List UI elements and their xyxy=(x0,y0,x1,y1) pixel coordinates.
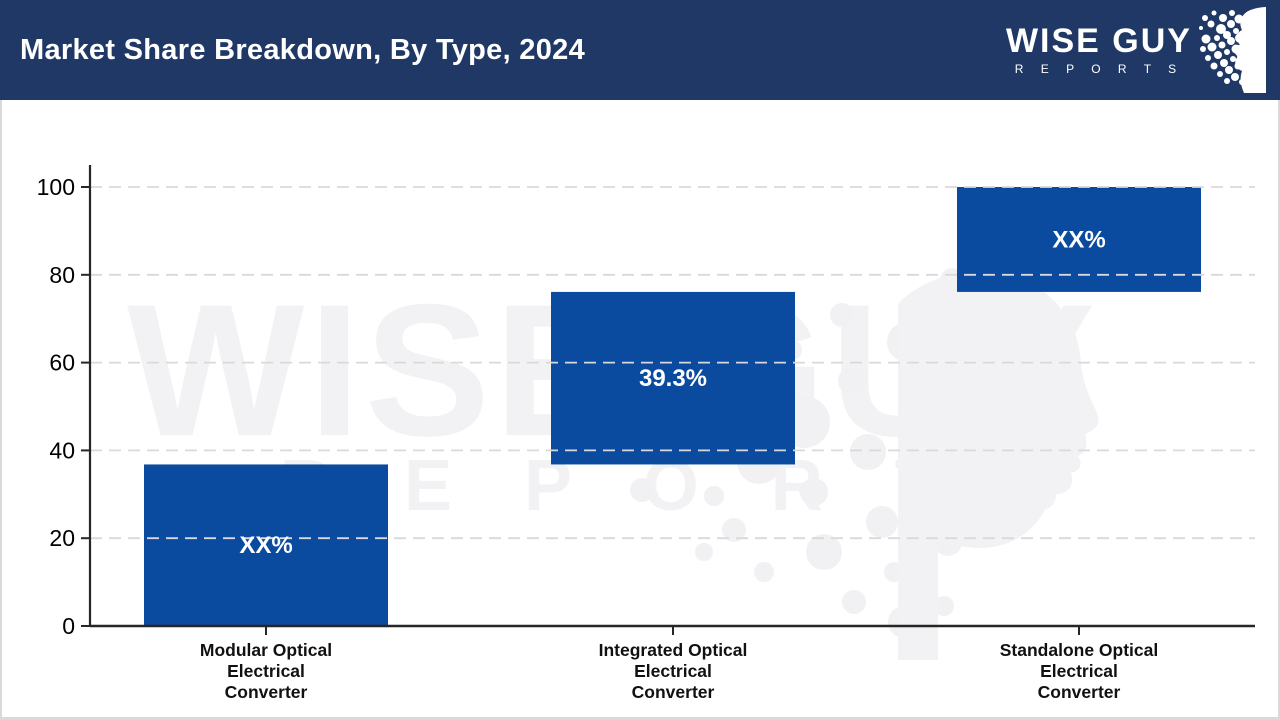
bar-segment xyxy=(551,291,795,465)
y-tick-label: 0 xyxy=(62,613,75,639)
y-tick-label: 60 xyxy=(49,350,75,376)
y-tick-label: 40 xyxy=(49,437,75,463)
bar-value-label: XX% xyxy=(239,532,292,559)
bar-value-label: XX% xyxy=(1052,226,1105,253)
y-tick-label: 20 xyxy=(49,525,75,551)
chart-panel: WISE GUY R E P O R T S 0 20 40 60 80 100 Modul… xyxy=(0,100,1280,720)
market-share-bar-chart: 0 20 40 60 80 100 Modular Optical Electrical Con… xyxy=(37,165,1255,702)
header-bar: Market Share Breakdown, By Type, 2024 WI… xyxy=(0,0,1280,100)
logo-face-icon xyxy=(1199,7,1266,93)
watermark-face-silhouette xyxy=(898,271,1099,660)
logo-tagline-text: R E P O R T S xyxy=(1014,62,1184,76)
bar-segment xyxy=(144,464,388,626)
category-label: Modular Optical Electrical Converter xyxy=(200,640,332,702)
y-tick-label: 100 xyxy=(37,174,75,200)
logo-brand-text: WISE GUY xyxy=(1005,22,1192,60)
category-label: Standalone Optical Electrical Converter xyxy=(1000,640,1159,702)
page-title: Market Share Breakdown, By Type, 2024 xyxy=(20,33,586,66)
y-tick-label: 80 xyxy=(49,262,75,288)
logo-text: WISE GUY R E P O R T S xyxy=(1006,24,1192,76)
category-label: Integrated Optical Electrical Converter xyxy=(599,640,748,702)
wiseguy-logo: WISE GUY R E P O R T S xyxy=(1006,7,1266,93)
bar-value-label: 39.3% xyxy=(639,365,707,392)
